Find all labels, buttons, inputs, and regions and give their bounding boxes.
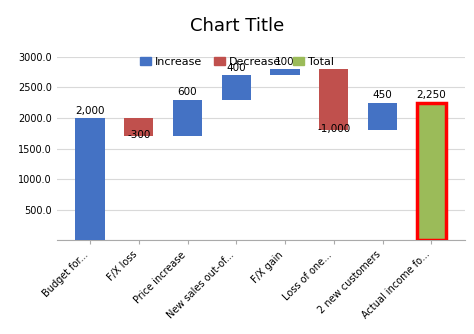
Bar: [124, 118, 154, 136]
Legend: Increase, Decrease, Total: Increase, Decrease, Total: [136, 52, 338, 71]
Bar: [222, 75, 251, 100]
Bar: [417, 103, 446, 240]
Text: 400: 400: [227, 63, 246, 73]
Bar: [319, 69, 348, 130]
Text: 2,250: 2,250: [417, 90, 446, 100]
Text: 2,000: 2,000: [75, 106, 105, 116]
Text: 600: 600: [178, 87, 197, 97]
Text: Chart Title: Chart Title: [190, 17, 284, 35]
Text: 450: 450: [373, 90, 392, 100]
Text: 100: 100: [275, 56, 295, 66]
Bar: [417, 103, 446, 240]
Bar: [173, 100, 202, 136]
Text: -300: -300: [127, 130, 150, 140]
Bar: [75, 118, 105, 240]
Bar: [368, 103, 397, 130]
Bar: [271, 69, 300, 75]
Text: -1,000: -1,000: [317, 124, 350, 134]
